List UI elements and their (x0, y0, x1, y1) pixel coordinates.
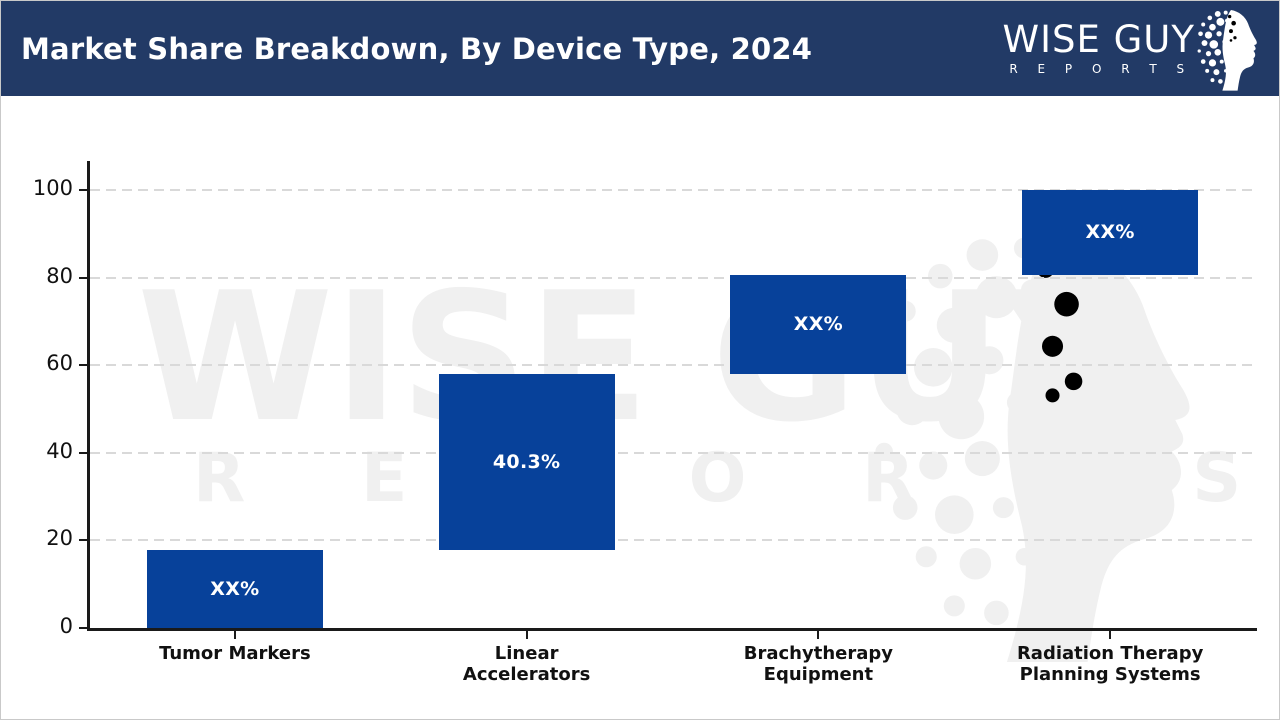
bar: XX% (730, 274, 907, 374)
gridline (90, 364, 1257, 367)
logo-subtext: R E P O R T S (1009, 62, 1193, 76)
x-tick-mark (525, 631, 528, 639)
bar: 40.3% (438, 373, 615, 551)
x-tick-mark (233, 631, 236, 639)
logo-text: WISE GUY R E P O R T S (1003, 21, 1195, 76)
y-tick-mark (79, 627, 87, 629)
logo-wordmark: WISE GUY (1002, 18, 1195, 61)
bar: XX% (1022, 190, 1199, 275)
bar-value-label: XX% (210, 578, 260, 601)
x-axis-line (87, 628, 1257, 631)
gridline (90, 189, 1257, 191)
x-category-label: Tumor Markers (159, 643, 311, 664)
y-tick-label: 100 (32, 176, 73, 200)
y-tick-label: 80 (46, 263, 73, 288)
y-tick-label: 20 (46, 526, 73, 551)
y-tick-label: 0 (59, 614, 73, 638)
gridline (90, 451, 1257, 454)
y-tick-mark (79, 451, 87, 454)
bar: XX% (146, 550, 323, 628)
wiseguy-logo: WISE GUY R E P O R T S (1003, 6, 1269, 92)
x-tick-mark (817, 631, 820, 639)
bar-value-label: XX% (1085, 221, 1135, 244)
gridline (90, 276, 1257, 279)
gridline (90, 539, 1257, 542)
y-tick-mark (79, 364, 87, 367)
page-title: Market Share Breakdown, By Device Type, … (21, 31, 813, 66)
wiseguy-face-icon (1197, 9, 1257, 91)
y-axis-line (87, 161, 90, 631)
bar-value-label: 40.3% (492, 451, 561, 474)
y-tick-label: 60 (46, 351, 73, 376)
y-tick-mark (79, 276, 87, 279)
x-category-label: Brachytherapy Equipment (743, 643, 893, 686)
header: Market Share Breakdown, By Device Type, … (1, 1, 1279, 96)
y-tick-mark (79, 189, 87, 191)
x-tick-mark (1109, 631, 1112, 639)
bar-value-label: XX% (793, 313, 843, 336)
y-tick-mark (79, 539, 87, 542)
y-tick-label: 40 (46, 438, 73, 463)
x-category-label: Linear Accelerators (462, 643, 591, 686)
x-category-label: Radiation Therapy Planning Systems (1016, 643, 1204, 686)
